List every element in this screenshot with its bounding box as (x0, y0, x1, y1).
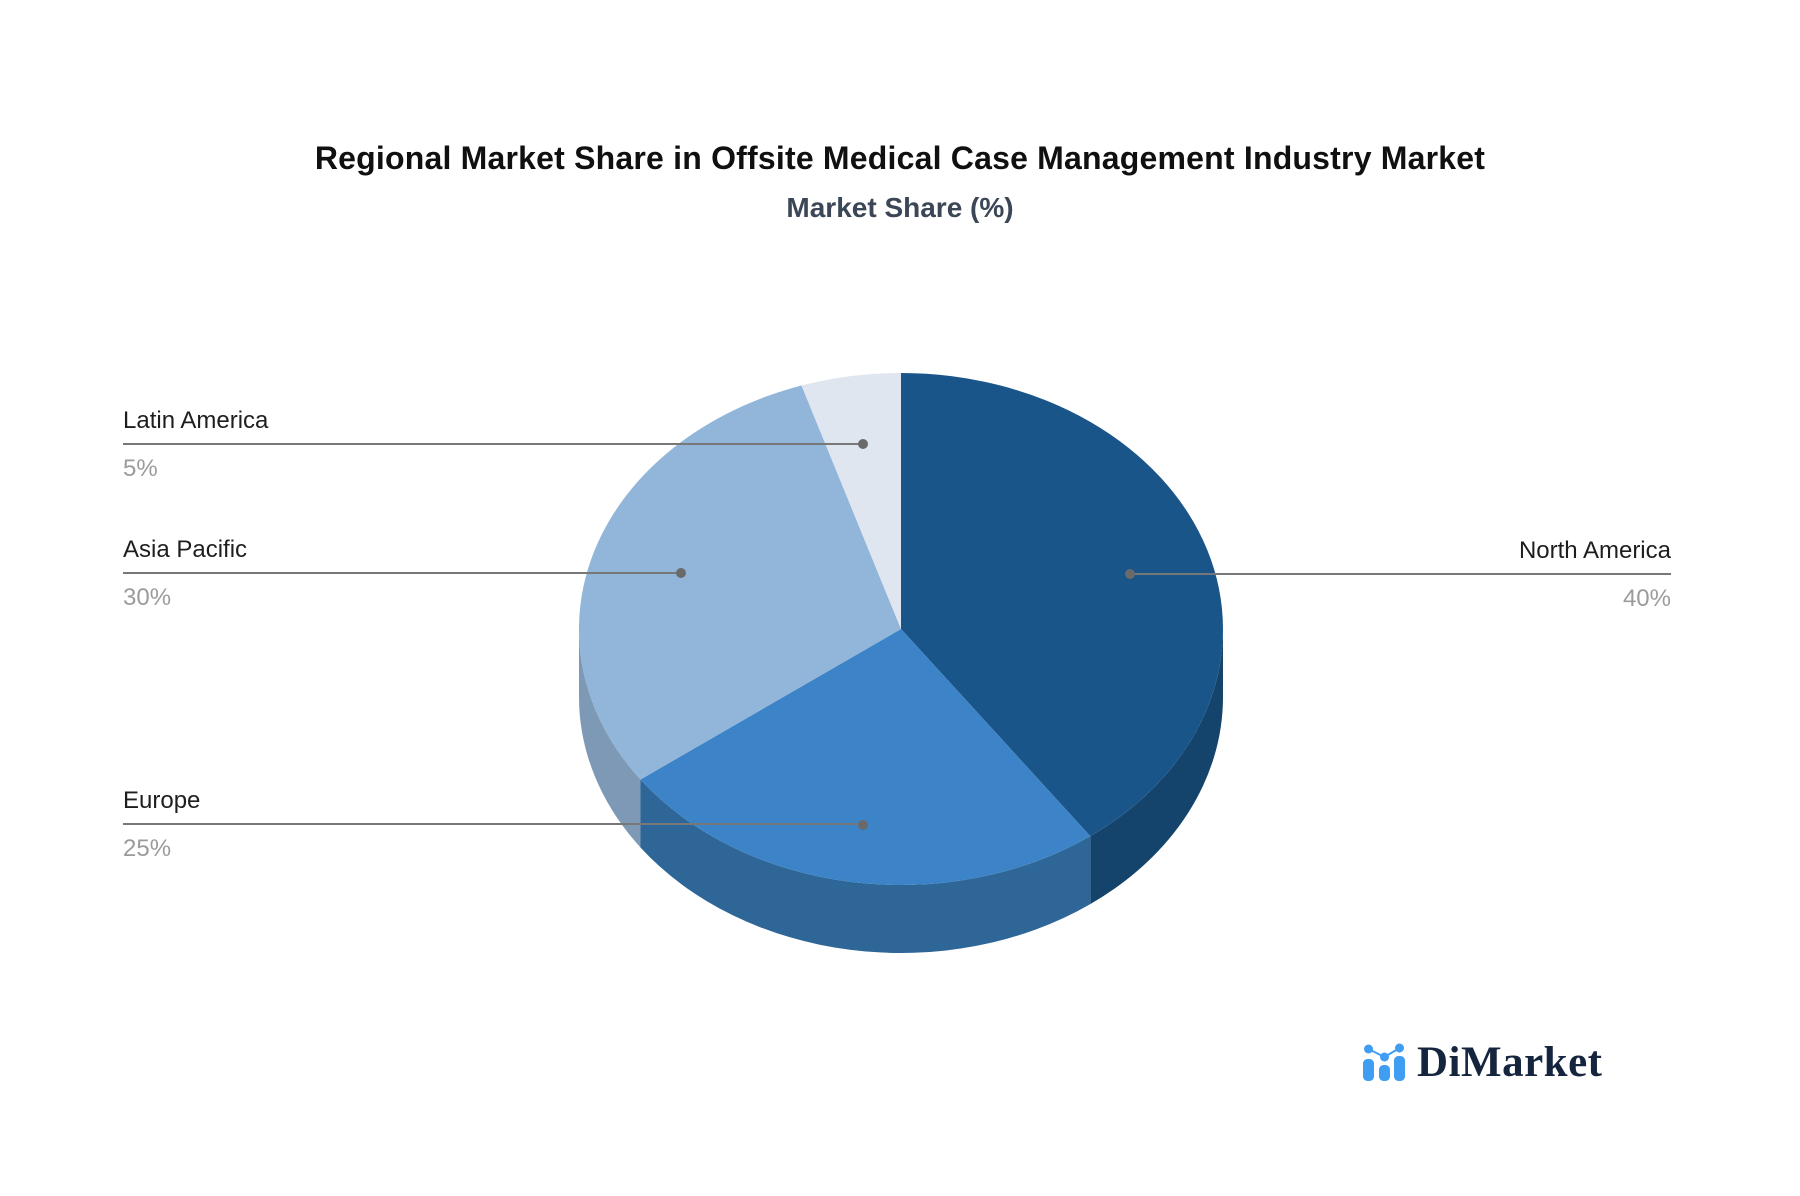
callout-europe: Europe 25% (123, 786, 863, 864)
chart-title: Regional Market Share in Offsite Medical… (314, 140, 1486, 176)
callout-line (123, 823, 863, 825)
callout-asia-pacific: Asia Pacific 30% (123, 535, 681, 613)
slice-percent: 25% (123, 835, 172, 862)
pie-slice-asia-pacific-depth (579, 629, 641, 848)
callout-line (1130, 573, 1671, 575)
chart-subtitle: Market Share (%) (786, 192, 1014, 223)
slice-percent: 40% (1622, 585, 1671, 612)
callout-dot-latin-america (858, 439, 868, 449)
pie-slice-asia-pacific[interactable] (579, 385, 901, 780)
pie-slice-north-america-depth (1090, 629, 1223, 905)
slice-percent: 5% (123, 455, 158, 482)
pie-slice-europe-depth (640, 779, 1091, 953)
callout-latin-america: Latin America 5% (123, 406, 863, 484)
pie-slice-europe[interactable] (640, 629, 1091, 885)
slice-label: Asia Pacific (123, 536, 248, 563)
dimarket-logo-text: DiMarket (1417, 1039, 1603, 1086)
callout-dot-north-america (1125, 569, 1135, 579)
callout-line (123, 443, 863, 445)
pie-slice-latin-america[interactable] (801, 373, 901, 629)
brand-logo[interactable]: DiMarket (1363, 1040, 1603, 1086)
slice-label: Latin America (123, 407, 269, 434)
callout-dot-asia-pacific (676, 568, 686, 578)
callout-north-america: North America 40% (1130, 536, 1671, 614)
slice-label: Europe (123, 787, 201, 814)
slice-label: North America (1518, 537, 1671, 564)
pie-slice-north-america[interactable] (901, 373, 1223, 837)
callout-dot-europe (858, 820, 868, 830)
slice-percent: 30% (123, 584, 172, 611)
callout-line (123, 572, 681, 574)
dimarket-logo-icon (1363, 1043, 1405, 1081)
